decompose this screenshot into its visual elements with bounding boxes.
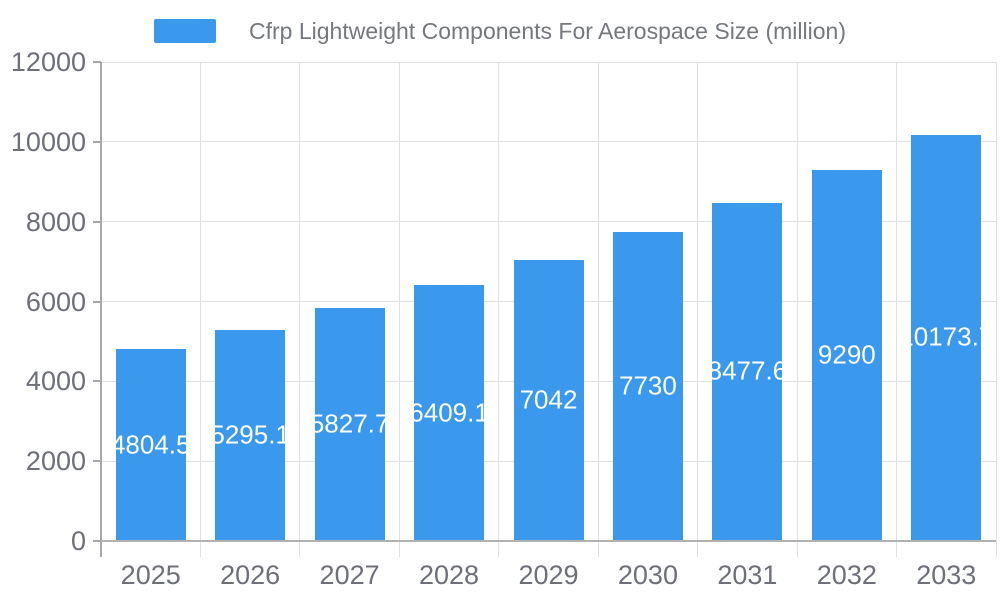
- gridline-horizontal: [101, 61, 996, 63]
- y-axis-tick: [93, 140, 101, 143]
- y-axis-tick: [93, 300, 101, 303]
- x-tick-label: 2029: [518, 560, 579, 590]
- y-tick-label: 10000: [10, 126, 86, 157]
- x-tick-label: 2027: [319, 560, 380, 590]
- y-axis-tick: [93, 61, 101, 63]
- legend-label: Cfrp Lightweight Components For Aerospac…: [249, 17, 846, 44]
- gridline-horizontal: [101, 141, 996, 143]
- x-tick-label: 2032: [816, 560, 877, 590]
- x-tick-label: 2028: [419, 560, 480, 590]
- y-tick-label: 6000: [25, 286, 86, 317]
- y-axis-tick: [93, 460, 101, 463]
- y-tick-label: 4000: [25, 366, 86, 397]
- legend[interactable]: Cfrp Lightweight Components For Aerospac…: [0, 15, 1000, 47]
- gridline-vertical: [498, 62, 500, 557]
- gridline-vertical: [398, 62, 400, 557]
- y-axis-line: [100, 62, 102, 557]
- y-axis-tick: [93, 540, 101, 542]
- bar[interactable]: [612, 232, 683, 540]
- bar[interactable]: [911, 134, 982, 540]
- bar[interactable]: [414, 285, 485, 540]
- x-tick-label: 2030: [617, 560, 678, 590]
- y-axis-tick: [93, 380, 101, 383]
- y-tick-label: 12000: [10, 47, 86, 77]
- bar[interactable]: [115, 349, 186, 540]
- bar[interactable]: [314, 308, 385, 540]
- gridline-vertical: [299, 62, 301, 557]
- x-tick-label: 2031: [717, 560, 778, 590]
- gridline-vertical: [199, 62, 201, 557]
- gridline-vertical: [796, 62, 798, 557]
- bar[interactable]: [712, 202, 783, 540]
- gridline-vertical: [995, 62, 997, 557]
- x-axis-line: [100, 540, 996, 542]
- bar[interactable]: [215, 329, 286, 540]
- y-tick-label: 8000: [25, 206, 86, 237]
- gridline-horizontal: [101, 221, 996, 223]
- x-tick-label: 2025: [120, 560, 181, 590]
- gridline-vertical: [697, 62, 699, 557]
- x-tick-label: 2033: [916, 560, 977, 590]
- bar[interactable]: [811, 170, 882, 540]
- x-tick-label: 2026: [220, 560, 281, 590]
- bar[interactable]: [513, 259, 584, 540]
- y-tick-label: 2000: [25, 446, 86, 477]
- gridline-vertical: [896, 62, 898, 557]
- y-axis-tick: [93, 220, 101, 223]
- legend-swatch: [154, 19, 216, 43]
- y-tick-label: 0: [70, 526, 86, 556]
- gridline-vertical: [597, 62, 599, 557]
